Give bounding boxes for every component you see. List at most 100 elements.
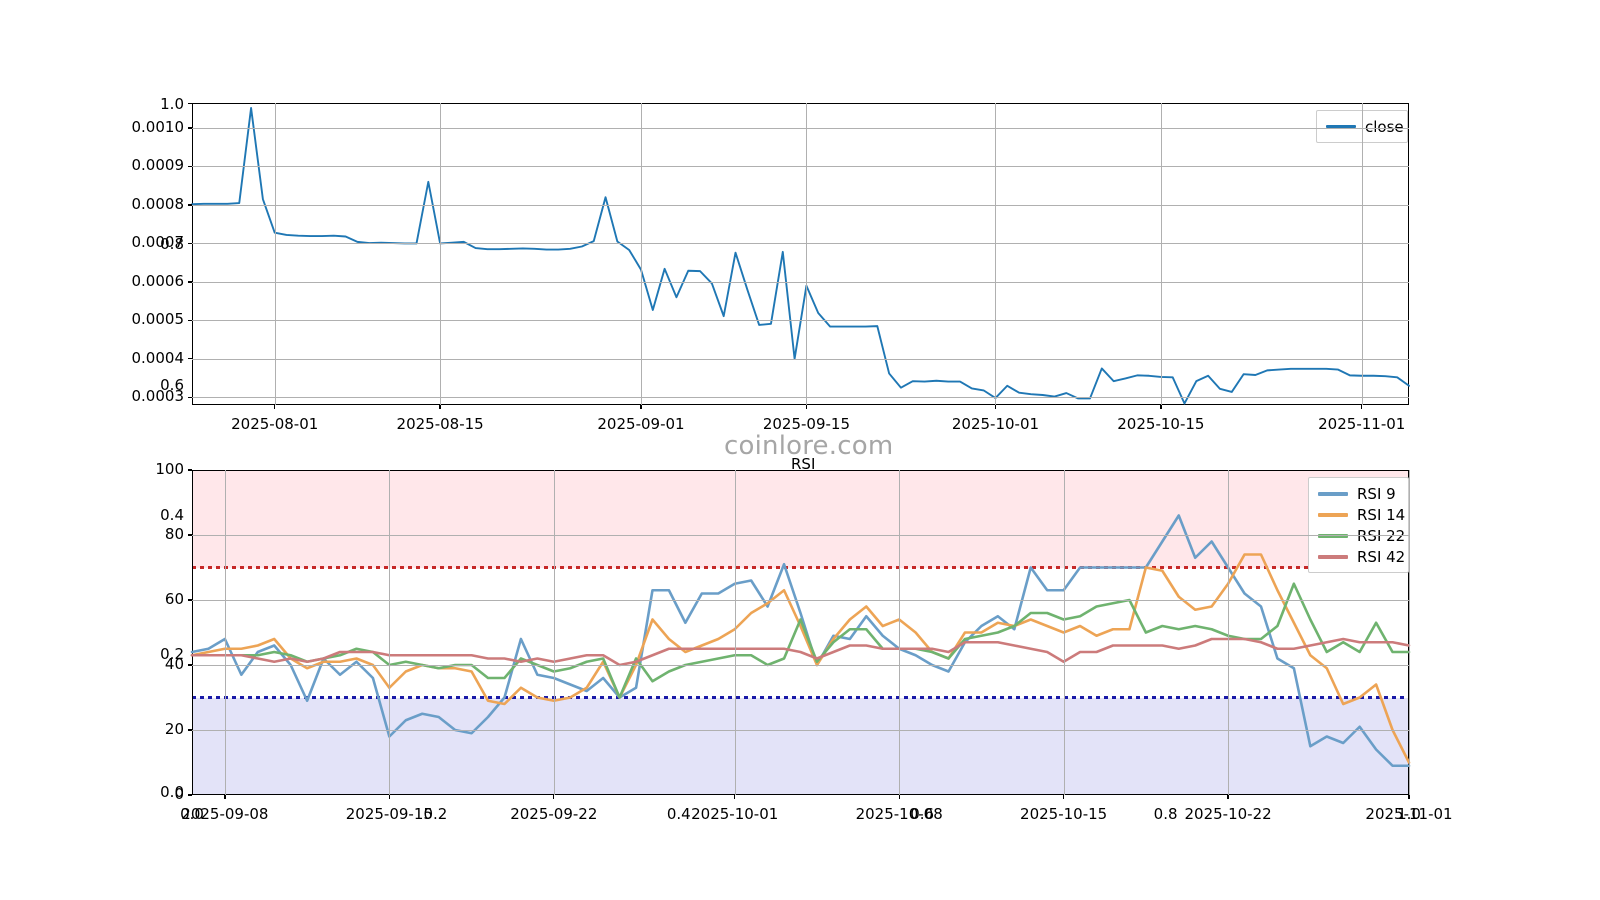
rsi-ytick-mark bbox=[188, 794, 192, 796]
rsi-xtick-label-overlay: 0.2 bbox=[423, 805, 448, 823]
rsi-xtick-mark bbox=[734, 795, 736, 799]
price-ytick-mark bbox=[188, 358, 192, 360]
price-ytick-label: 0.0010 bbox=[131, 118, 185, 136]
rsi-xtick-label: 2025-10-01 bbox=[691, 805, 779, 823]
price-xtick-label: 2025-10-15 bbox=[1117, 415, 1205, 433]
price-ytick-mark bbox=[188, 127, 192, 129]
price-ytick-label: 0.0009 bbox=[131, 156, 185, 175]
price-xtick-label: 2025-10-01 bbox=[951, 415, 1040, 433]
price-gridline-h bbox=[192, 281, 1409, 283]
rsi-xtick-label: 2025-11-01 bbox=[1365, 805, 1453, 823]
price-ytick-label: 0.0006 bbox=[131, 271, 185, 290]
rsi-legend-item[interactable]: RSI 14 bbox=[1318, 504, 1405, 525]
rsi-xtick-label: 2025-09-15 bbox=[345, 805, 433, 823]
price-ytick-mark bbox=[188, 204, 192, 206]
price-gridline-h bbox=[192, 243, 1409, 245]
rsi-ytick-mark bbox=[188, 599, 192, 601]
price-xtick-mark bbox=[1361, 405, 1363, 409]
price-gridline-h bbox=[192, 166, 1409, 168]
price-gridline-h bbox=[192, 204, 1409, 206]
rsi-ytick-mark bbox=[188, 469, 192, 471]
price-gridline-v bbox=[640, 103, 642, 405]
price-xtick-label: 2025-11-01 bbox=[1318, 415, 1406, 433]
price-legend-item[interactable]: close bbox=[1326, 116, 1404, 137]
price-xtick-mark bbox=[439, 405, 441, 409]
price-chart-panel: close 0.0003 0.0004 0.0005 0.0006 0.0007 0.00… bbox=[131, 97, 1410, 433]
rsi-xtick-label-overlay: 1.0 bbox=[1397, 805, 1421, 823]
rsi-legend-item[interactable]: RSI 42 bbox=[1318, 546, 1405, 567]
price-ytick-mark bbox=[188, 242, 192, 245]
rsi-oversold-band bbox=[192, 697, 1409, 795]
price-gridline-h bbox=[192, 320, 1409, 322]
rsi-xtick-label-overlay: 0.6 bbox=[910, 805, 935, 823]
price-legend-swatch bbox=[1326, 125, 1356, 128]
price-ytick-label: 0.0005 bbox=[131, 310, 185, 329]
price-gridline-v bbox=[274, 103, 276, 405]
rsi-xtick-mark bbox=[224, 795, 226, 799]
rsi-ytick-label-overlay: 0.4 bbox=[160, 506, 184, 524]
price-ytick-mark-overlay bbox=[188, 103, 192, 105]
rsi-gridline-h bbox=[192, 730, 1409, 731]
rsi-overbought-line bbox=[192, 566, 1409, 569]
rsi-ytick-label-overlay: 0.0 bbox=[160, 783, 184, 801]
rsi-ytick-label: 20 bbox=[164, 720, 184, 738]
price-gridline-v bbox=[440, 103, 442, 405]
price-plot-area bbox=[192, 103, 1409, 405]
price-ytick-label: 0.0003 bbox=[131, 387, 185, 406]
rsi-legend[interactable]: RSI 9 RSI 14 RSI 22 RSI 42 bbox=[1308, 477, 1409, 573]
price-gridline-h bbox=[192, 397, 1409, 399]
price-gridline-h bbox=[192, 358, 1409, 360]
price-xtick-label: 2025-09-01 bbox=[597, 415, 685, 433]
price-gridline-v bbox=[995, 103, 997, 405]
rsi-xtick-label: 2025-10-15 bbox=[1020, 805, 1108, 823]
price-ytick-label-overlay: 0.8 bbox=[160, 235, 184, 253]
price-series-svg bbox=[191, 107, 1410, 405]
rsi-ytick-label-overlay: 0.2 bbox=[160, 645, 184, 663]
rsi-line-rsi-42 bbox=[190, 637, 1411, 667]
rsi-chart-panel: RSI 9 RSI 14 RSI 22 RSI 42 0 20 40 60 80 100 0.0 0… bbox=[0, 460, 1600, 900]
rsi-legend-label: RSI 14 bbox=[1357, 505, 1406, 524]
rsi-xtick-label-overlay: 0.4 bbox=[666, 805, 691, 823]
rsi-legend-swatch bbox=[1318, 512, 1348, 517]
rsi-xtick-label: 2025-10-08 bbox=[855, 805, 943, 823]
rsi-ytick-mark bbox=[188, 664, 192, 666]
price-gridline-v bbox=[806, 103, 808, 405]
rsi-ytick-label: 60 bbox=[164, 590, 184, 608]
rsi-ytick-mark bbox=[188, 534, 192, 536]
rsi-gridline-v bbox=[1063, 470, 1065, 795]
price-line-close bbox=[191, 107, 1410, 405]
rsi-panel-title: RSI bbox=[791, 455, 816, 473]
price-ytick-mark bbox=[188, 165, 192, 168]
rsi-gridline-v bbox=[734, 470, 736, 795]
price-gridline-v bbox=[1160, 103, 1162, 405]
rsi-xtick-label-overlay: 0.0 bbox=[180, 805, 204, 823]
rsi-gridline-h bbox=[192, 535, 1409, 536]
rsi-line-rsi-22 bbox=[190, 582, 1411, 699]
rsi-xtick-mark bbox=[1408, 795, 1410, 799]
price-ytick-label-overlay: 0.6 bbox=[160, 376, 184, 394]
rsi-line-rsi-9 bbox=[190, 514, 1411, 768]
rsi-ytick-label: 80 bbox=[164, 525, 184, 543]
price-xtick-label: 2025-08-01 bbox=[231, 415, 319, 433]
rsi-xtick-label: 2025-09-22 bbox=[510, 805, 598, 823]
rsi-gridline-v bbox=[389, 470, 391, 795]
price-xtick-mark bbox=[1160, 405, 1162, 409]
rsi-legend-item[interactable]: RSI 9 bbox=[1318, 483, 1399, 504]
rsi-xtick-label-overlay: 0.8 bbox=[1153, 805, 1178, 823]
rsi-xtick-mark bbox=[1227, 795, 1229, 799]
rsi-gridline-v bbox=[1409, 470, 1410, 795]
rsi-ytick-label: 0 bbox=[174, 785, 184, 803]
price-ytick-mark bbox=[188, 281, 192, 283]
rsi-gridline-v bbox=[224, 470, 226, 795]
rsi-legend-label: RSI 9 bbox=[1357, 484, 1396, 503]
rsi-plot-area bbox=[192, 470, 1409, 795]
price-ytick-mark bbox=[188, 319, 192, 321]
rsi-oversold-line bbox=[192, 696, 1409, 699]
price-ytick-label: 0.0007 bbox=[131, 233, 185, 252]
rsi-ytick-label: 40 bbox=[164, 655, 184, 673]
price-ytick-mark bbox=[188, 396, 192, 398]
rsi-overbought-band bbox=[192, 470, 1409, 568]
rsi-gridline-v bbox=[1228, 470, 1230, 795]
rsi-gridline-v bbox=[899, 470, 901, 795]
rsi-xtick-label: 2025-09-08 bbox=[181, 805, 269, 823]
